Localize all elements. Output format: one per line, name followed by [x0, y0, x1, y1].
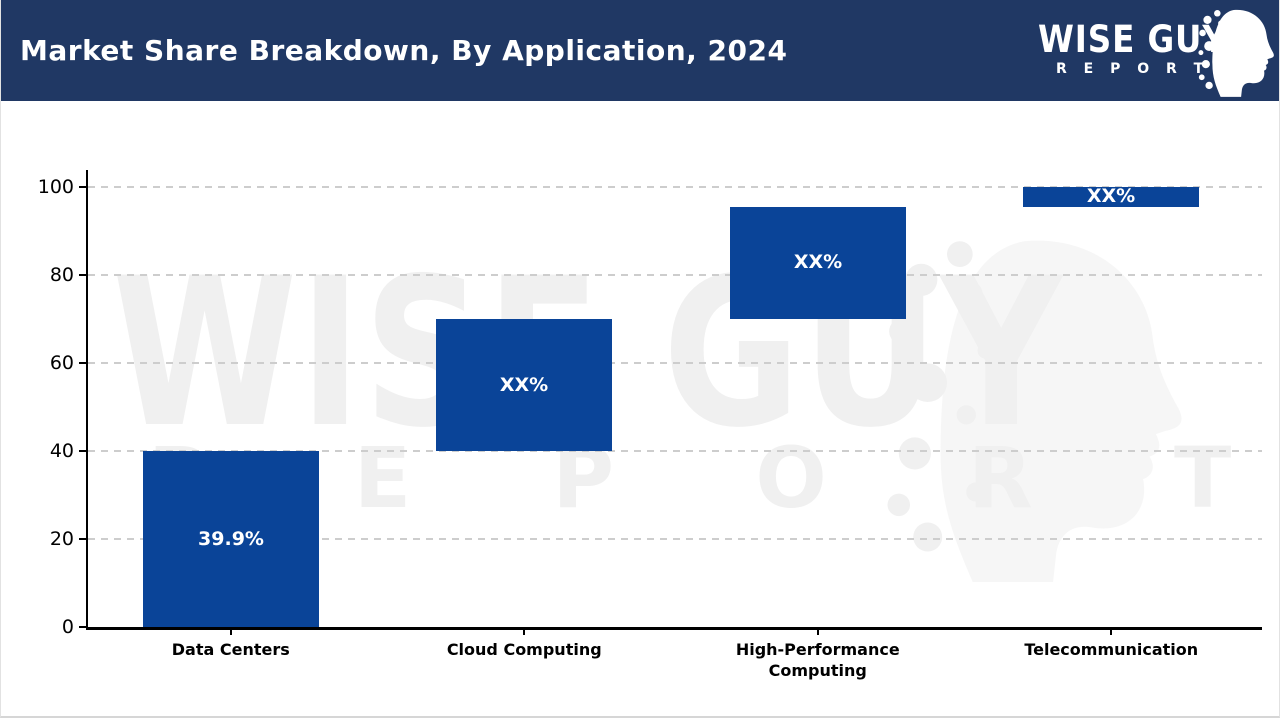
- x-category-label-0: Data Centers: [171, 640, 290, 659]
- logo-reports-text: R E P O R T S: [1056, 61, 1237, 77]
- bar-value-label: 39.9%: [198, 527, 264, 550]
- watermark-head-icon: [885, 240, 1182, 582]
- y-tick-mark-40: [79, 450, 88, 452]
- logo-brand-text: WISE GUY: [1038, 18, 1227, 61]
- gridline-60: [88, 362, 1262, 364]
- gridline-80: [88, 274, 1262, 276]
- y-tick-mark-0: [79, 626, 88, 628]
- y-axis-line: [86, 170, 88, 629]
- x-tick-mark-1: [523, 627, 526, 635]
- gridline-100: [88, 186, 1262, 188]
- x-tick-mark-0: [229, 627, 232, 635]
- x-category-label-2: High-Performance Computing: [735, 640, 900, 680]
- y-tick-mark-100: [79, 186, 88, 188]
- y-tick-label-60: 60: [49, 352, 74, 374]
- x-tick-mark-3: [1110, 627, 1113, 635]
- bar-telecommunication: XX%: [1023, 187, 1199, 207]
- y-tick-mark-80: [79, 274, 88, 276]
- y-tick-label-100: 100: [37, 176, 74, 198]
- y-tick-label-80: 80: [49, 264, 74, 286]
- header-bar: Market Share Breakdown, By Application, …: [0, 0, 1280, 101]
- y-tick-mark-20: [79, 538, 88, 540]
- x-category-label-3: Telecommunication: [1024, 640, 1199, 659]
- x-category-label-1: Cloud Computing: [446, 640, 602, 659]
- bar-cloud-computing: XX%: [436, 319, 612, 452]
- waterfall-chart: 0 20 40 60 80 100 39.9% Data Centers XX% Cloud Co…: [0, 101, 1280, 718]
- bar-value-label: XX%: [499, 373, 549, 396]
- gridline-20: [88, 538, 1262, 540]
- y-tick-label-0: 0: [61, 616, 74, 638]
- bar-data-centers: 39.9%: [143, 451, 319, 627]
- y-tick-label-40: 40: [49, 440, 74, 462]
- x-tick-mark-2: [816, 627, 819, 635]
- y-tick-label-20: 20: [49, 528, 74, 550]
- bar-high-performance-computing: XX%: [730, 206, 906, 319]
- y-tick-mark-60: [79, 362, 88, 364]
- bar-value-label: XX%: [793, 251, 843, 274]
- bar-value-label: XX%: [1086, 185, 1136, 208]
- x-axis-line: [86, 627, 1262, 630]
- wiseguy-logo: WISE GUY R E P O R T S: [1006, 0, 1274, 101]
- wiseguy-head-icon: [1198, 9, 1274, 97]
- gridline-40: [88, 450, 1262, 452]
- page-title: Market Share Breakdown, By Application, …: [20, 34, 788, 67]
